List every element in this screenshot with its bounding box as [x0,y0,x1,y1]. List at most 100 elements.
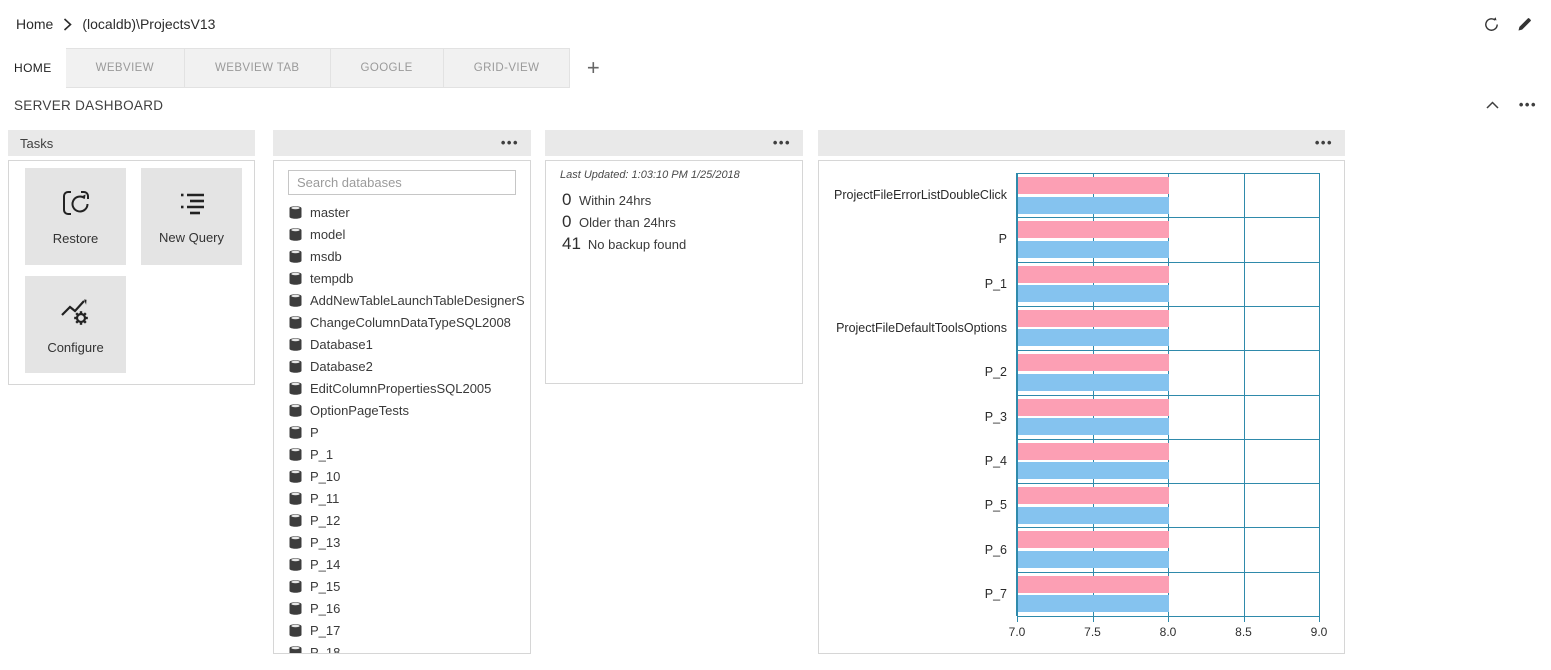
configure-task-button[interactable]: Configure [25,276,126,373]
chart-panel-body: ProjectFileErrorListDoubleClick P P_1 Proje… [818,160,1345,654]
tab-grid-view[interactable]: GRID-VIEW [443,48,571,88]
x-axis-tickmark [1092,616,1094,622]
database-list-item[interactable]: Database1 [288,333,530,355]
x-axis-tick-label: 7.0 [1008,625,1026,639]
stat-label: No backup found [587,236,687,252]
bar-series-blue [1018,418,1169,435]
database-icon [289,293,302,307]
database-icon [289,645,302,653]
tab-strip: HOME WEBVIEW WEBVIEW TAB GOOGLE GRID-VIEW + [0,48,1551,88]
database-list-item[interactable]: P_13 [288,531,530,553]
database-list-item[interactable]: P_17 [288,619,530,641]
database-icon [289,535,302,549]
database-name: Database2 [310,358,373,374]
database-list-item[interactable]: tempdb [288,267,530,289]
database-list-item[interactable]: master [288,201,530,223]
database-name: P_17 [310,622,341,638]
bar-series-blue [1018,462,1169,480]
chart-category-label: P_2 [984,365,1007,380]
x-axis-tickmark [1168,616,1169,622]
refresh-icon[interactable] [1481,14,1501,34]
tab-home[interactable]: HOME [0,48,66,88]
chart-category-label: ProjectFileErrorListDoubleClick [834,188,1007,203]
chart-gridline-horizontal [1017,394,1319,396]
bar-series-blue [1018,595,1169,613]
databases-panel: ••• master model msdb tempdb AddNewTableLaun… [273,130,531,654]
database-icon [289,601,302,615]
database-name: model [310,226,346,242]
chart-gridline-horizontal [1017,173,1319,174]
task-button-label: Configure [47,339,104,355]
bar-series-pink [1018,221,1169,239]
task-button-label: Restore [52,230,99,246]
database-list-item[interactable]: msdb [288,245,530,267]
dashboard-more-icon[interactable]: ••• [1518,97,1537,112]
new-query-task-button[interactable]: New Query [141,168,242,265]
database-name: P_1 [310,446,334,462]
restore-task-button[interactable]: Restore [25,168,126,265]
bar-chart-plot: 7.0 7.5 8.0 8.5 9.0 [1009,173,1327,639]
tab-webview[interactable]: WEBVIEW [65,48,185,88]
breadcrumb-home-link[interactable]: Home [16,16,54,32]
databases-panel-more-icon[interactable]: ••• [500,135,519,150]
database-list-item[interactable]: model [288,223,530,245]
database-list-item[interactable]: P [288,421,530,443]
chart-panel-more-icon[interactable]: ••• [1314,135,1333,150]
collapse-chevron-up-icon[interactable] [1483,95,1503,115]
chart-category-labels: ProjectFileErrorListDoubleClick P P_1 Proje… [819,173,1007,616]
chart-category-label: P [998,232,1007,247]
database-list-item[interactable]: P_11 [288,487,530,509]
database-icon [289,249,302,263]
database-list-item[interactable]: P_16 [288,597,530,619]
database-name: P_14 [310,556,341,572]
database-name: P_16 [310,600,341,616]
database-list-item[interactable]: P_1 [288,443,530,465]
tasks-panel-title: Tasks [20,135,54,151]
chart-gridline-horizontal [1017,261,1319,263]
database-icon [289,359,302,373]
database-name: Database1 [310,336,373,352]
database-list-item[interactable]: ChangeColumnDataTypeSQL2008 [288,311,530,333]
chart-gridline-horizontal [1017,438,1319,440]
x-axis-tick-label: 8.0 [1159,625,1177,639]
chart-gridline-horizontal [1017,217,1319,219]
database-list-item[interactable]: AddNewTableLaunchTableDesignerS [288,289,530,311]
tab-webview-tab[interactable]: WEBVIEW TAB [185,48,331,88]
database-list-item[interactable]: OptionPageTests [288,399,530,421]
database-icon [289,337,302,351]
bar-series-pink [1018,487,1169,505]
chart-category-label: P_6 [984,542,1007,557]
backup-panel-more-icon[interactable]: ••• [772,135,791,150]
chart-gridline-horizontal [1017,350,1319,352]
dashboard-header: SERVER DASHBOARD ••• [0,88,1551,122]
bar-series-pink [1018,177,1169,194]
new-query-icon [176,189,208,224]
dashboard-content: Tasks Restore New Query Configure ••• mast… [0,122,1551,670]
chart-category-label: P_5 [984,498,1007,513]
database-name: P_15 [310,578,341,594]
databases-panel-header: ••• [273,130,531,156]
database-list-item[interactable]: EditColumnPropertiesSQL2005 [288,377,530,399]
tab-google[interactable]: GOOGLE [330,48,444,88]
search-databases-input[interactable] [288,170,516,195]
database-name: ChangeColumnDataTypeSQL2008 [310,314,511,330]
database-icon [289,271,302,285]
chart-gridline-horizontal [1017,305,1319,307]
database-list-item[interactable]: P_10 [288,465,530,487]
configure-icon [59,295,93,334]
x-axis-tickmark [1243,616,1245,622]
database-list-item[interactable]: P_15 [288,575,530,597]
chart-category-label: ProjectFileDefaultToolsOptions [836,321,1007,336]
database-name: P_12 [310,512,341,528]
database-list-item[interactable]: P_18 [288,641,530,653]
database-icon [289,227,302,241]
chart-category-label: P_1 [984,276,1007,291]
database-icon [289,205,302,219]
add-tab-button[interactable]: + [586,55,600,80]
database-list-item[interactable]: P_14 [288,553,530,575]
database-list-item[interactable]: P_12 [288,509,530,531]
x-axis-tickmark [1319,616,1320,622]
database-list: master model msdb tempdb AddNewTableLaunchTa… [288,201,530,653]
edit-pencil-icon[interactable] [1515,14,1535,34]
database-list-item[interactable]: Database2 [288,355,530,377]
